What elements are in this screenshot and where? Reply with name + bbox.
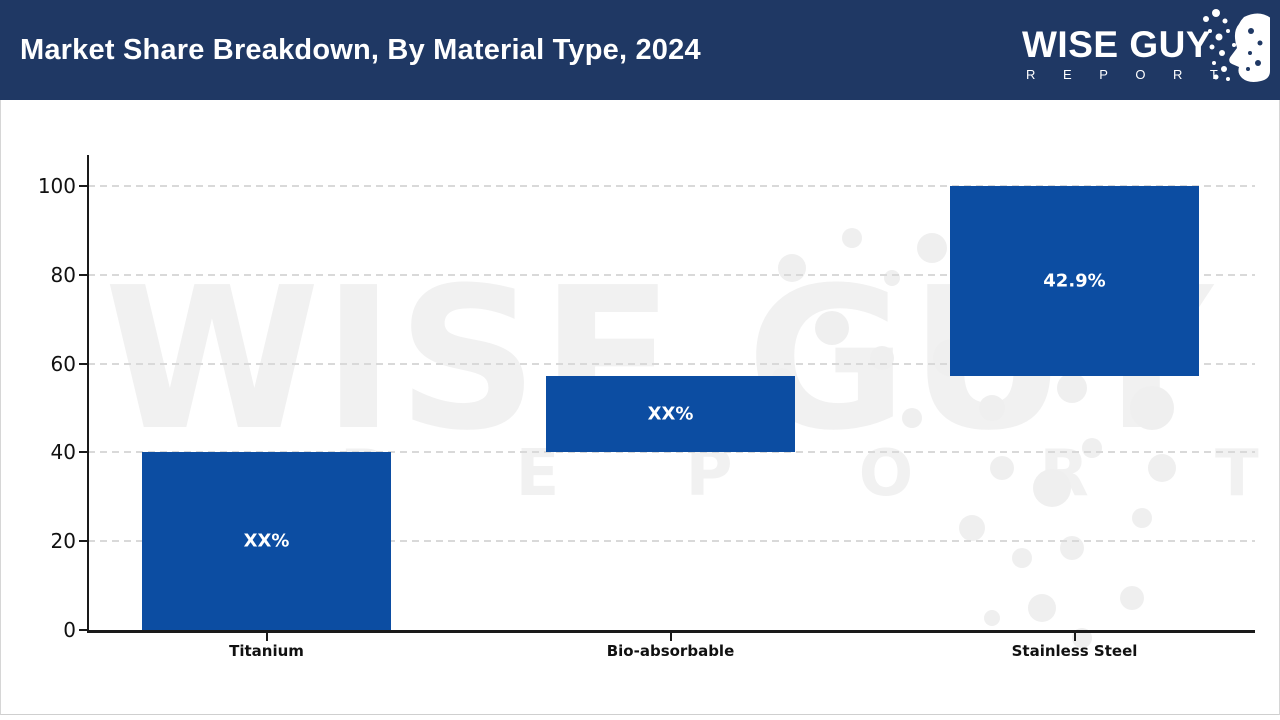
x-tick-label-bio-absorbable: Bio-absorbable — [606, 642, 735, 660]
y-tick-label-40: 40 — [50, 440, 76, 465]
x-tick-stainless-steel — [1073, 632, 1076, 641]
y-tick-100 — [79, 185, 88, 187]
y-tick-60 — [79, 362, 88, 365]
bar-label-stainless-steel: 42.9% — [1043, 270, 1106, 292]
wise-guy-logo: WISE GUY R E P O R T S — [1022, 9, 1270, 82]
bar-label-bio-absorbable: XX% — [647, 403, 694, 425]
x-tick-titanium — [265, 632, 268, 641]
logo-subtext: R E P O R T S — [1026, 67, 1266, 82]
logo-wordmark: WISE GUY — [1022, 24, 1211, 65]
gridline-100 — [88, 185, 1255, 187]
x-tick-label-stainless-steel: Stainless Steel — [1011, 642, 1138, 660]
bar-label-titanium: XX% — [243, 530, 290, 552]
gridline-20 — [88, 540, 1255, 543]
watermark-face-dots — [772, 228, 1176, 648]
y-tick-label-20: 20 — [50, 529, 76, 554]
bar-bio-absorbable — [546, 376, 795, 453]
gridline-60 — [88, 362, 1255, 365]
bar-stainless-steel — [950, 186, 1199, 377]
y-tick-20 — [79, 540, 88, 543]
y-axis-spine — [87, 155, 89, 632]
y-tick-label-60: 60 — [50, 351, 76, 376]
x-tick-bio-absorbable — [669, 632, 672, 641]
y-tick-label-0: 0 — [63, 618, 76, 642]
gridline-80 — [88, 273, 1255, 276]
header-bar: Market Share Breakdown, By Material Type… — [0, 0, 1280, 100]
y-tick-40 — [79, 451, 88, 454]
logo-face-icon — [1229, 13, 1270, 82]
y-tick-label-80: 80 — [50, 262, 76, 287]
y-tick-80 — [79, 273, 88, 276]
chart-title: Market Share Breakdown, By Material Type… — [20, 33, 701, 66]
y-tick-label-100: 100 — [37, 174, 76, 198]
bar-titanium — [142, 452, 391, 630]
gridline-40 — [88, 451, 1255, 454]
y-tick-0 — [79, 629, 88, 631]
x-axis-spine — [87, 630, 1255, 633]
x-tick-label-titanium: Titanium — [229, 642, 304, 660]
